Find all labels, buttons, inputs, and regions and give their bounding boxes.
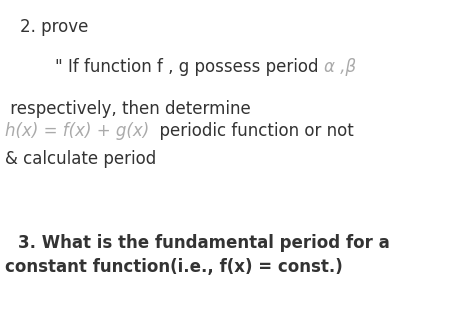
Text: α ,β: α ,β	[324, 58, 356, 76]
Text: constant function(i.e., f(x) = const.): constant function(i.e., f(x) = const.)	[5, 258, 343, 276]
Text: 3. What is the fundamental period for a: 3. What is the fundamental period for a	[18, 234, 390, 252]
Text: " If function f , g possess period: " If function f , g possess period	[55, 58, 324, 76]
Text: respectively, then determine: respectively, then determine	[5, 100, 251, 118]
Text: periodic function or not: periodic function or not	[149, 122, 354, 140]
Text: 2. prove: 2. prove	[20, 18, 88, 36]
Text: & calculate period: & calculate period	[5, 150, 156, 168]
Text: h(x) = f(x) + g(x): h(x) = f(x) + g(x)	[5, 122, 149, 140]
